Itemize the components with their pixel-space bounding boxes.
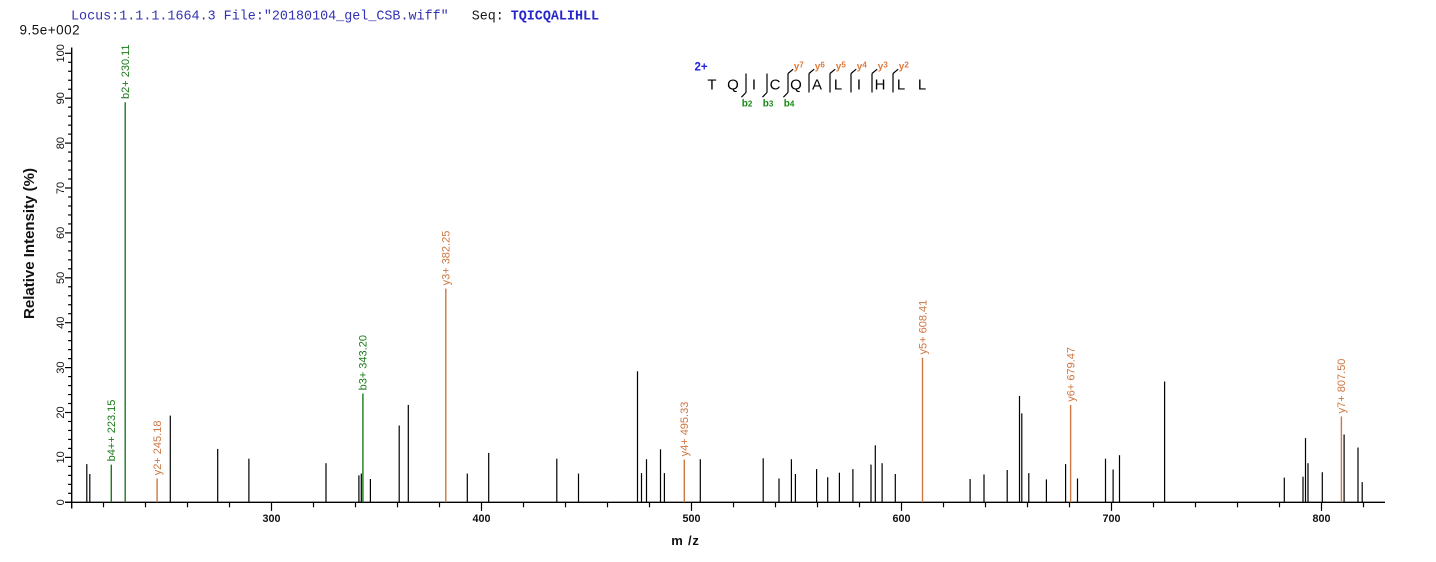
svg-text:b4: b4	[784, 98, 795, 109]
svg-text:y7+ 807.50: y7+ 807.50	[1336, 359, 1348, 414]
svg-text:H: H	[875, 77, 886, 94]
svg-text:90: 90	[55, 92, 67, 104]
svg-text:2+: 2+	[695, 62, 708, 74]
svg-text:b2: b2	[742, 98, 753, 109]
svg-text:300: 300	[262, 513, 280, 525]
svg-text:Locus:1.1.1.1664.3 File:"20180: Locus:1.1.1.1664.3 File:"20180104_gel_CS…	[71, 10, 449, 25]
svg-text:y4: y4	[857, 61, 868, 73]
svg-text:y2: y2	[899, 61, 910, 73]
svg-text:800: 800	[1312, 513, 1330, 525]
svg-text:70: 70	[55, 182, 67, 194]
svg-text:y5+ 608.41: y5+ 608.41	[917, 300, 929, 355]
svg-text:b3: b3	[763, 98, 774, 109]
svg-text:y2+ 245.18: y2+ 245.18	[152, 421, 164, 476]
svg-text:10: 10	[55, 451, 67, 463]
svg-text:TQICQALIHLL: TQICQALIHLL	[511, 10, 599, 25]
svg-text:y3+ 382.25: y3+ 382.25	[441, 231, 453, 286]
svg-text:100: 100	[55, 44, 67, 62]
svg-text:b2+ 230.11: b2+ 230.11	[120, 44, 132, 99]
svg-text:I: I	[857, 77, 861, 94]
svg-text:Q: Q	[727, 77, 739, 94]
svg-text:Seq:: Seq:	[472, 10, 504, 25]
svg-text:y5: y5	[836, 61, 847, 73]
svg-text:b4++ 223.15: b4++ 223.15	[106, 400, 118, 462]
svg-text:m /z: m /z	[671, 533, 699, 548]
svg-text:9.5e+002: 9.5e+002	[20, 23, 81, 38]
svg-text:L: L	[918, 77, 926, 94]
svg-text:y7: y7	[794, 61, 805, 73]
svg-text:b3+ 343.20: b3+ 343.20	[358, 335, 370, 390]
svg-text:50: 50	[55, 272, 67, 284]
svg-text:600: 600	[892, 513, 910, 525]
svg-text:y3: y3	[878, 61, 889, 73]
svg-text:500: 500	[682, 513, 700, 525]
svg-text:y6+ 679.47: y6+ 679.47	[1065, 347, 1077, 402]
svg-text:Q: Q	[790, 77, 802, 94]
svg-text:400: 400	[472, 513, 490, 525]
svg-text:60: 60	[55, 227, 67, 239]
svg-text:A: A	[812, 77, 822, 94]
svg-text:L: L	[897, 77, 905, 94]
svg-text:80: 80	[55, 137, 67, 149]
svg-text:Relative Intensity (%): Relative Intensity (%)	[21, 168, 38, 319]
svg-text:T: T	[707, 77, 716, 94]
svg-text:L: L	[834, 77, 842, 94]
svg-text:20: 20	[55, 406, 67, 418]
svg-text:30: 30	[55, 361, 67, 373]
svg-text:0: 0	[55, 499, 67, 505]
svg-text:700: 700	[1102, 513, 1120, 525]
svg-text:40: 40	[55, 317, 67, 329]
svg-text:y4+ 495.33: y4+ 495.33	[679, 402, 691, 457]
svg-text:I: I	[752, 77, 756, 94]
svg-text:y6: y6	[815, 61, 826, 73]
svg-text:C: C	[770, 77, 781, 94]
